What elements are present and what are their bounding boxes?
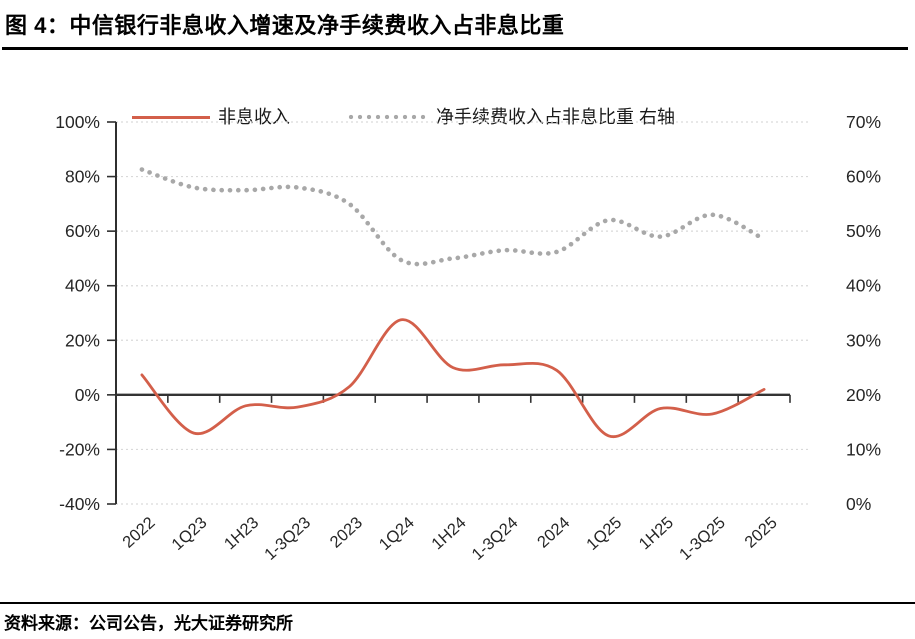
right-axis-label: 50% — [846, 221, 881, 241]
x-axis-label: 1Q24 — [376, 514, 418, 554]
left-axis-label: 20% — [65, 330, 100, 350]
source-note: 资料来源：公司公告，光大证券研究所 — [4, 614, 293, 633]
left-axis-label: 60% — [65, 221, 100, 241]
gray-dotted-line-sample-icon — [348, 114, 428, 120]
left-axis-label: 100% — [55, 112, 100, 132]
x-axis-label: 1-3Q24 — [469, 514, 522, 564]
x-axis-label: 2023 — [327, 514, 366, 552]
title-underline — [2, 47, 908, 50]
legend-item-fee-share: 净手续费收入占非息比重 右轴 — [348, 103, 675, 129]
x-axis-label: 1Q23 — [168, 514, 210, 554]
left-axis-label: 80% — [65, 167, 100, 187]
red-line-sample-icon — [132, 115, 210, 119]
x-axis-label: 2024 — [534, 514, 573, 552]
left-axis-label: -20% — [59, 439, 100, 459]
x-axis-label: 2022 — [119, 514, 158, 552]
right-axis-label: 60% — [846, 167, 881, 187]
x-axis-label: 1-3Q23 — [261, 514, 314, 564]
x-axis-label: 1-3Q25 — [676, 514, 729, 564]
left-axis-label: -40% — [59, 494, 100, 514]
noninterest-income-line — [140, 318, 766, 439]
source-divider — [0, 602, 915, 604]
x-axis-label: 1H24 — [428, 514, 469, 554]
fee-share-line — [139, 167, 767, 267]
x-axis-label: 1H23 — [221, 514, 262, 554]
right-axis-label: 0% — [846, 494, 871, 514]
right-axis-label: 30% — [846, 330, 881, 350]
x-axis-label: 1H25 — [636, 514, 677, 554]
legend-label-fee-share: 净手续费收入占非息比重 右轴 — [436, 107, 675, 127]
left-axis-label: 0% — [75, 385, 100, 405]
right-axis-label: 10% — [846, 439, 881, 459]
right-axis-label: 70% — [846, 112, 881, 132]
x-axis-label: 1Q25 — [583, 514, 625, 554]
chart-title: 图 4：中信银行非息收入增速及净手续费收入占非息比重 — [5, 13, 565, 38]
right-axis-label: 20% — [846, 385, 881, 405]
x-axis-label: 2025 — [741, 514, 780, 552]
right-axis-label: 40% — [846, 276, 881, 296]
left-axis-label: 40% — [65, 276, 100, 296]
